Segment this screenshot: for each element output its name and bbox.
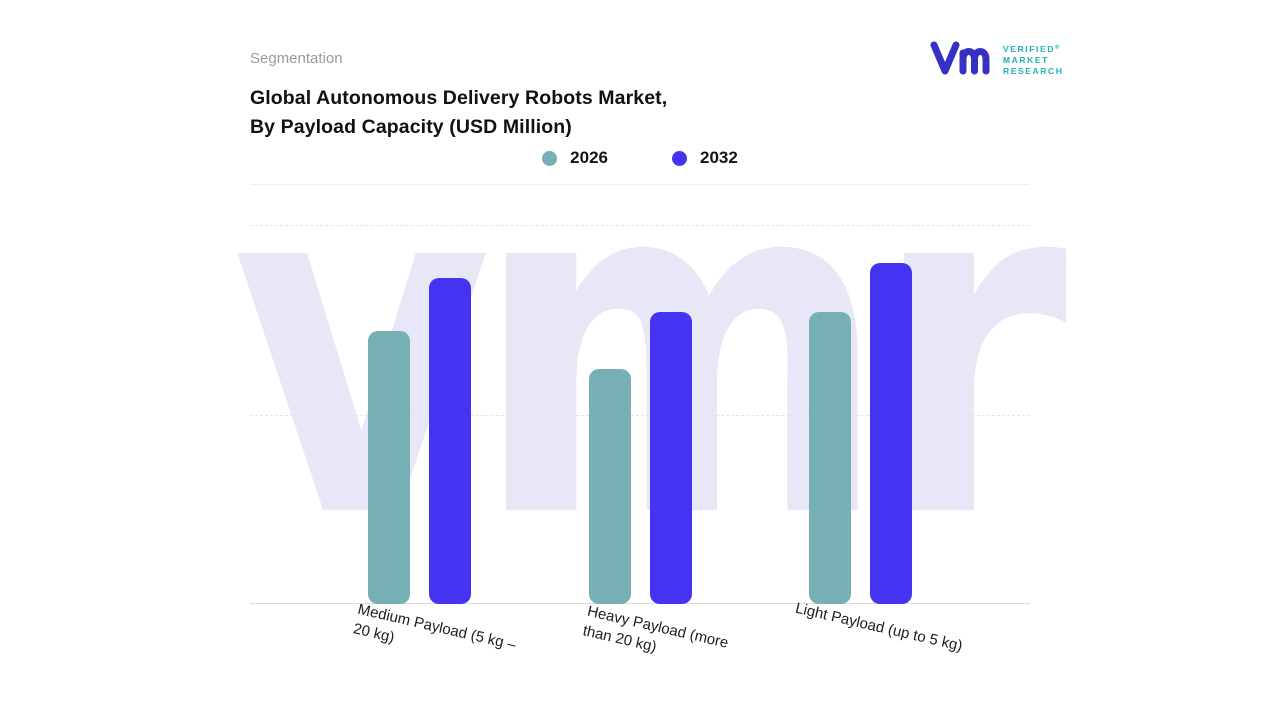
bar-2032 <box>428 278 471 604</box>
bar-group: Light Payload (up to 5 kg) <box>793 225 964 655</box>
bar-group: Medium Payload (5 kg – 20 kg) <box>352 225 518 654</box>
wordmark-line-2: MARKET <box>1003 55 1049 65</box>
bar-2026 <box>809 312 852 604</box>
legend-item-2026: 2026 <box>542 148 608 168</box>
gridline-top <box>250 225 1030 226</box>
x-axis-baseline <box>250 603 1030 604</box>
x-axis-label: Heavy Payload (more than 20 kg) <box>581 602 731 656</box>
x-axis-label: Light Payload (up to 5 kg) <box>793 599 964 655</box>
title-line-2: By Payload Capacity (USD Million) <box>250 116 572 138</box>
legend-dot-2032-icon <box>672 150 687 166</box>
bar-2026 <box>588 369 631 604</box>
page-title: Global Autonomous Delivery Robots Market… <box>250 84 667 142</box>
wordmark-line-1: VERIFIED <box>1003 44 1056 54</box>
legend-dot-2026-icon <box>542 150 558 166</box>
bar-2026 <box>367 331 410 604</box>
vmr-wordmark: VERIFIED ® MARKET RESEARCH <box>1003 44 1064 77</box>
legend-label-2032: 2032 <box>700 148 738 167</box>
chart-legend: 2026 2032 <box>250 148 1030 168</box>
bar-groups: Medium Payload (5 kg – 20 kg) Heavy Paylo… <box>250 225 1030 656</box>
registered-mark: ® <box>1055 45 1060 51</box>
bar-group: Heavy Payload (more than 20 kg) <box>581 225 730 656</box>
gridline-middle <box>250 414 1030 416</box>
bar-2032 <box>649 312 692 604</box>
x-axis-label: Medium Payload (5 kg – 20 kg) <box>351 600 518 654</box>
divider-line <box>250 184 1030 185</box>
vmr-mark-icon <box>930 38 994 83</box>
title-line-1: Global Autonomous Delivery Robots Market… <box>250 87 668 109</box>
bar-2032 <box>870 262 913 604</box>
wordmark-line-3: RESEARCH <box>1003 66 1064 76</box>
legend-item-2032: 2032 <box>672 148 738 168</box>
bar-chart: vmr Medium Payload (5 kg – 20 kg) Heavy P… <box>231 75 1067 656</box>
legend-label-2026: 2026 <box>570 148 608 167</box>
vmr-logo: VERIFIED ® MARKET RESEARCH <box>930 38 1064 83</box>
section-label: Segmentation <box>250 50 343 67</box>
